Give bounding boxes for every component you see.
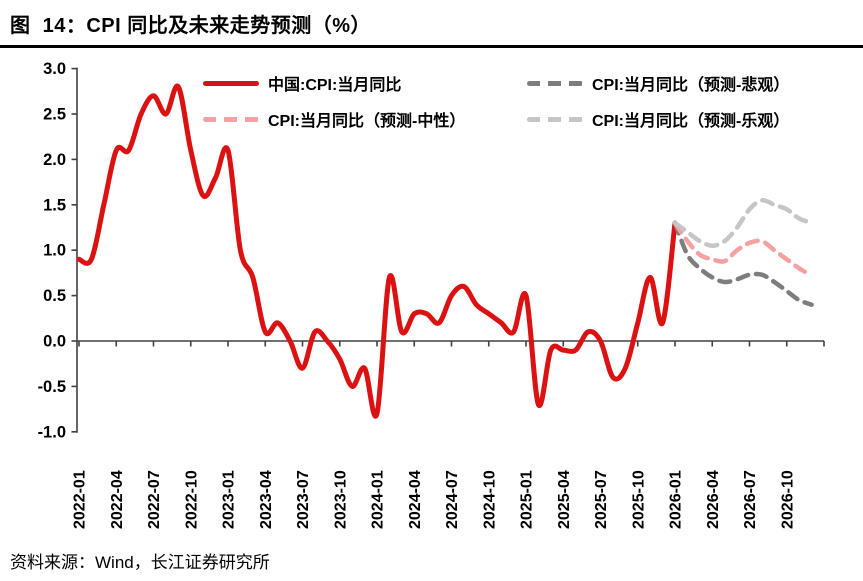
y-tick-label: 0.5 <box>43 287 66 305</box>
legend-item-actual: 中国:CPI:当月同比 <box>203 72 401 94</box>
series-line-forecast-neutral <box>672 220 814 278</box>
legend-line-dashed-lightgray <box>527 116 583 122</box>
x-tick-label: 2026-07 <box>742 470 759 529</box>
x-tick-label: 2024-10 <box>481 470 498 529</box>
legend-item-pessimistic: CPI:当月同比（预测-悲观） <box>527 72 789 94</box>
x-tick-label: 2022-10 <box>183 470 200 529</box>
x-tick-label: 2025-04 <box>556 470 573 529</box>
x-tick-label: 2023-10 <box>332 470 349 529</box>
y-tick-label: 3.0 <box>43 60 66 78</box>
legend-line-dashed-gray <box>527 80 583 86</box>
legend-label: 中国:CPI:当月同比 <box>268 77 402 94</box>
page-title: 图 14：CPI 同比及未来走势预测（%） <box>10 15 372 37</box>
legend-item-optimistic: CPI:当月同比（预测-乐观） <box>527 108 789 130</box>
legend-item-neutral: CPI:当月同比（预测-中性） <box>203 108 465 130</box>
y-tick-label: 2.0 <box>43 151 66 169</box>
chart-canvas: 3.0 2.5 2.0 1.5 1.0 0.5 0.0 -0.5 -1.0 2022-01 2022… <box>38 60 825 529</box>
x-tick-label: 2023-01 <box>221 470 238 529</box>
legend-label: CPI:当月同比（预测-中性） <box>268 113 466 130</box>
x-tick-label: 2026-10 <box>779 470 796 529</box>
x-tick-label: 2024-04 <box>407 470 424 529</box>
source-note: 资料来源：Wind，长江证券研究所 <box>10 553 270 572</box>
legend-line-dashed-pink <box>203 116 259 122</box>
x-tick-label: 2026-04 <box>705 470 722 529</box>
x-tick-label: 2025-10 <box>630 470 647 529</box>
cpi-forecast-chart: 3.0 2.5 2.0 1.5 1.0 0.5 0.0 -0.5 -1.0 2022-01 2022… <box>0 48 863 538</box>
x-tick-label: 2025-01 <box>519 470 536 529</box>
x-tick-label: 2026-01 <box>668 470 685 529</box>
x-tick-label: 2025-07 <box>593 470 610 529</box>
legend-label: CPI:当月同比（预测-悲观） <box>592 77 790 94</box>
figure-header: 图 14：CPI 同比及未来走势预测（%） <box>0 0 863 48</box>
y-tick-label: 1.5 <box>43 196 66 214</box>
legend-line-solid-red <box>203 80 259 86</box>
y-tick-label: 1.0 <box>43 242 66 260</box>
legend-label: CPI:当月同比（预测-乐观） <box>592 113 790 130</box>
series-line-forecast-optimistic <box>672 197 814 248</box>
y-tick-label: -0.5 <box>38 378 66 396</box>
x-tick-label: 2023-04 <box>258 470 275 529</box>
y-tick-label: 0.0 <box>43 333 66 351</box>
x-tick-label: 2024-01 <box>370 470 387 529</box>
x-tick-label: 2024-07 <box>444 470 461 529</box>
series-line-forecast-pessimistic <box>672 220 814 307</box>
y-tick-label: 2.5 <box>43 106 66 124</box>
x-tick-label: 2023-07 <box>295 470 312 529</box>
x-tick-label: 2022-07 <box>146 470 163 529</box>
series-line-actual <box>76 83 678 419</box>
y-tick-label: -1.0 <box>38 423 66 441</box>
x-tick-label: 2022-01 <box>72 470 89 529</box>
x-tick-label: 2022-04 <box>109 470 126 529</box>
